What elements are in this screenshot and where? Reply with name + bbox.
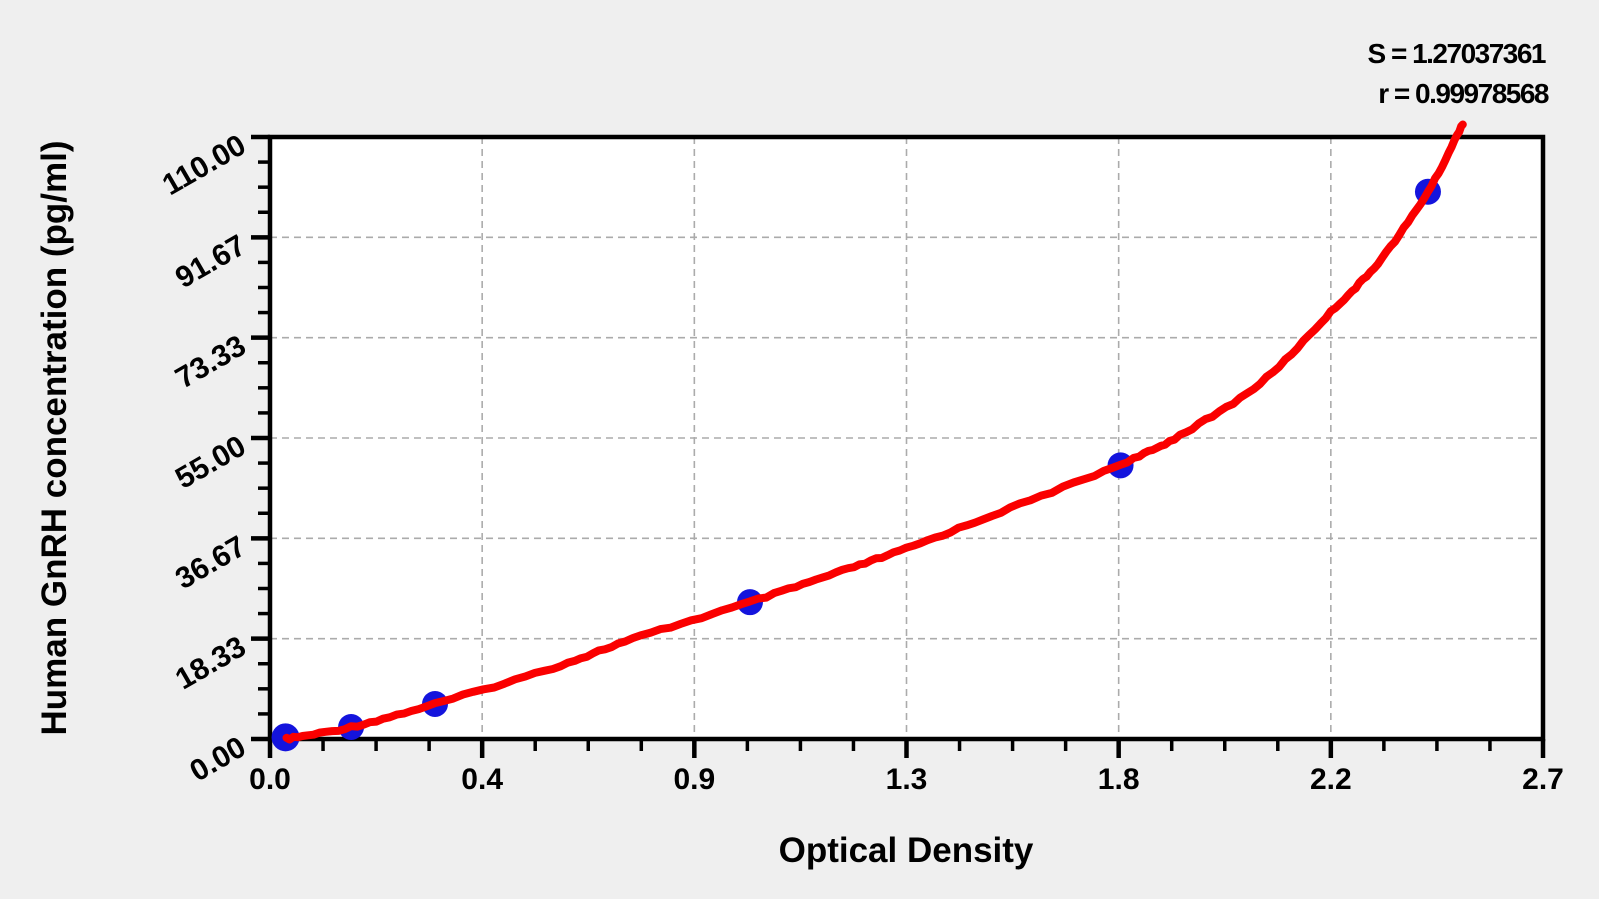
annotation-s-value: S = 1.27037361 — [1367, 38, 1545, 69]
plot-border — [267, 134, 1546, 742]
y-tick-label: 91.67 — [170, 229, 252, 295]
y-tick-label: 18.33 — [170, 630, 252, 696]
x-tick-label: 1.3 — [886, 763, 928, 796]
y-tick-label: 36.67 — [170, 530, 252, 596]
y-tick-label: 110.00 — [157, 128, 252, 202]
y-axis-title: Human GnRH concentration (pg/ml) — [35, 141, 74, 736]
x-tick-label: 1.8 — [1098, 763, 1140, 796]
y-tick-label: 73.33 — [170, 329, 252, 395]
y-tick-label: 55.00 — [170, 429, 252, 495]
x-tick-label: 0.0 — [249, 763, 291, 796]
x-tick-label: 2.2 — [1310, 763, 1352, 796]
y-tick-label: 0.00 — [184, 730, 251, 788]
fitted-curve — [282, 120, 1467, 744]
x-tick-label: 0.9 — [673, 763, 715, 796]
x-tick-label: 2.7 — [1522, 763, 1564, 796]
x-tick-label: 0.4 — [461, 763, 503, 796]
fitted-curve-path — [282, 120, 1467, 744]
x-axis-title: Optical Density — [779, 831, 1034, 870]
gridlines — [270, 137, 1543, 739]
annotation-r-value: r = 0.99978568 — [1378, 78, 1549, 109]
